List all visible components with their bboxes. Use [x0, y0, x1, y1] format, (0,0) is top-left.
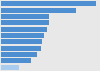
Bar: [1, 39, 42, 44]
Bar: [1, 14, 49, 19]
Bar: [1, 27, 47, 32]
Bar: [1, 58, 31, 63]
Bar: [1, 65, 19, 70]
Bar: [1, 46, 40, 51]
Bar: [1, 20, 49, 25]
Bar: [1, 1, 96, 6]
Bar: [1, 8, 76, 13]
Bar: [1, 52, 37, 57]
Bar: [1, 33, 44, 38]
